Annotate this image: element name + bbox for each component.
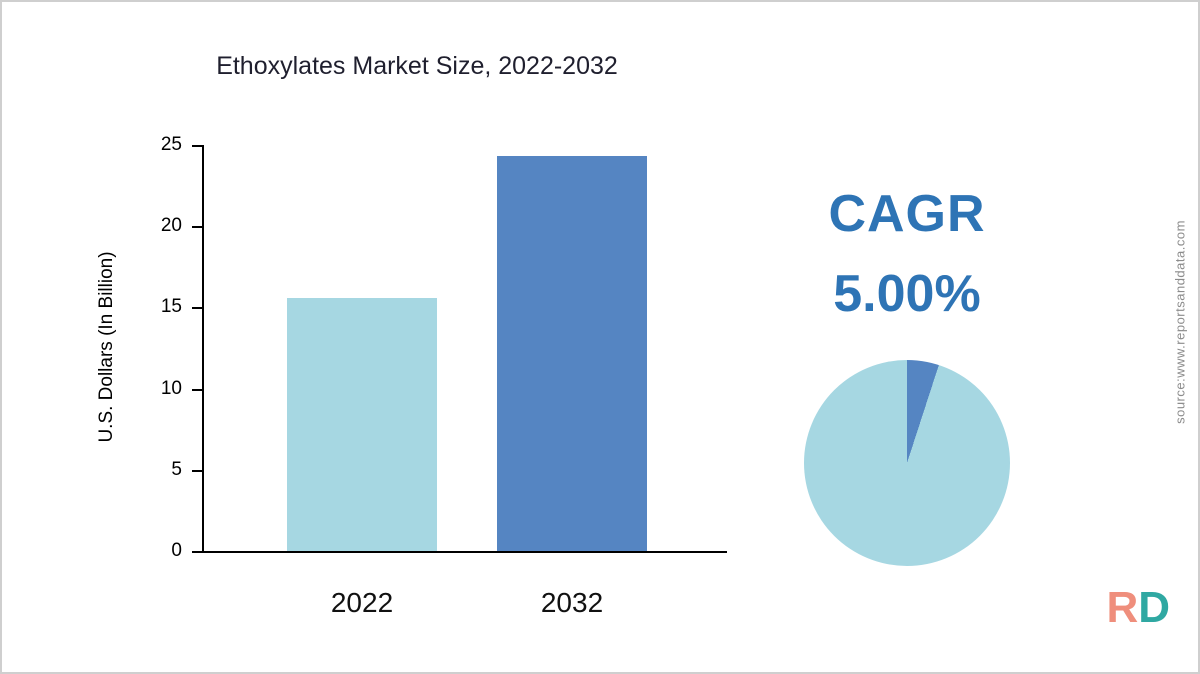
y-tick-label: 25 xyxy=(160,134,182,155)
y-tick-mark xyxy=(192,469,202,472)
pie-chart xyxy=(804,360,1010,566)
y-tick-label: 15 xyxy=(160,296,182,318)
y-tick-label: 10 xyxy=(160,377,182,399)
y-axis-label: U.S. Dollars (In Billion) xyxy=(96,251,117,443)
y-tick-mark xyxy=(192,226,202,229)
bar-plot-area xyxy=(192,145,727,553)
source-text: source:www.reportsanddata.com xyxy=(1172,220,1188,424)
y-tick-label: 5 xyxy=(171,458,182,480)
y-tick-mark xyxy=(192,307,202,310)
cagr-label: CAGR xyxy=(828,185,986,243)
bar-2032 xyxy=(497,156,647,551)
x-axis-line xyxy=(202,551,727,553)
x-tick-label: 2022 xyxy=(330,587,394,618)
bar-2022 xyxy=(287,297,437,551)
y-tick-mark xyxy=(192,551,202,553)
y-tick-label: 0 xyxy=(171,540,182,561)
logo-letter-r: R xyxy=(1106,583,1139,632)
page-title: Ethoxylates Market Size, 2022-2032 xyxy=(216,52,618,80)
y-tick-mark xyxy=(192,388,202,391)
y-axis-line xyxy=(202,145,204,553)
cagr-value: 5.00% xyxy=(833,265,981,323)
y-tick-mark xyxy=(192,145,202,147)
y-tick-labels: 0 5 10 15 20 25 xyxy=(132,134,190,561)
y-tick-label: 20 xyxy=(160,215,182,237)
logo: RD xyxy=(1106,586,1170,630)
x-tick-labels: 2022 2032 xyxy=(202,587,727,627)
logo-letter-d: D xyxy=(1138,583,1170,632)
x-tick-label: 2032 xyxy=(540,587,604,618)
